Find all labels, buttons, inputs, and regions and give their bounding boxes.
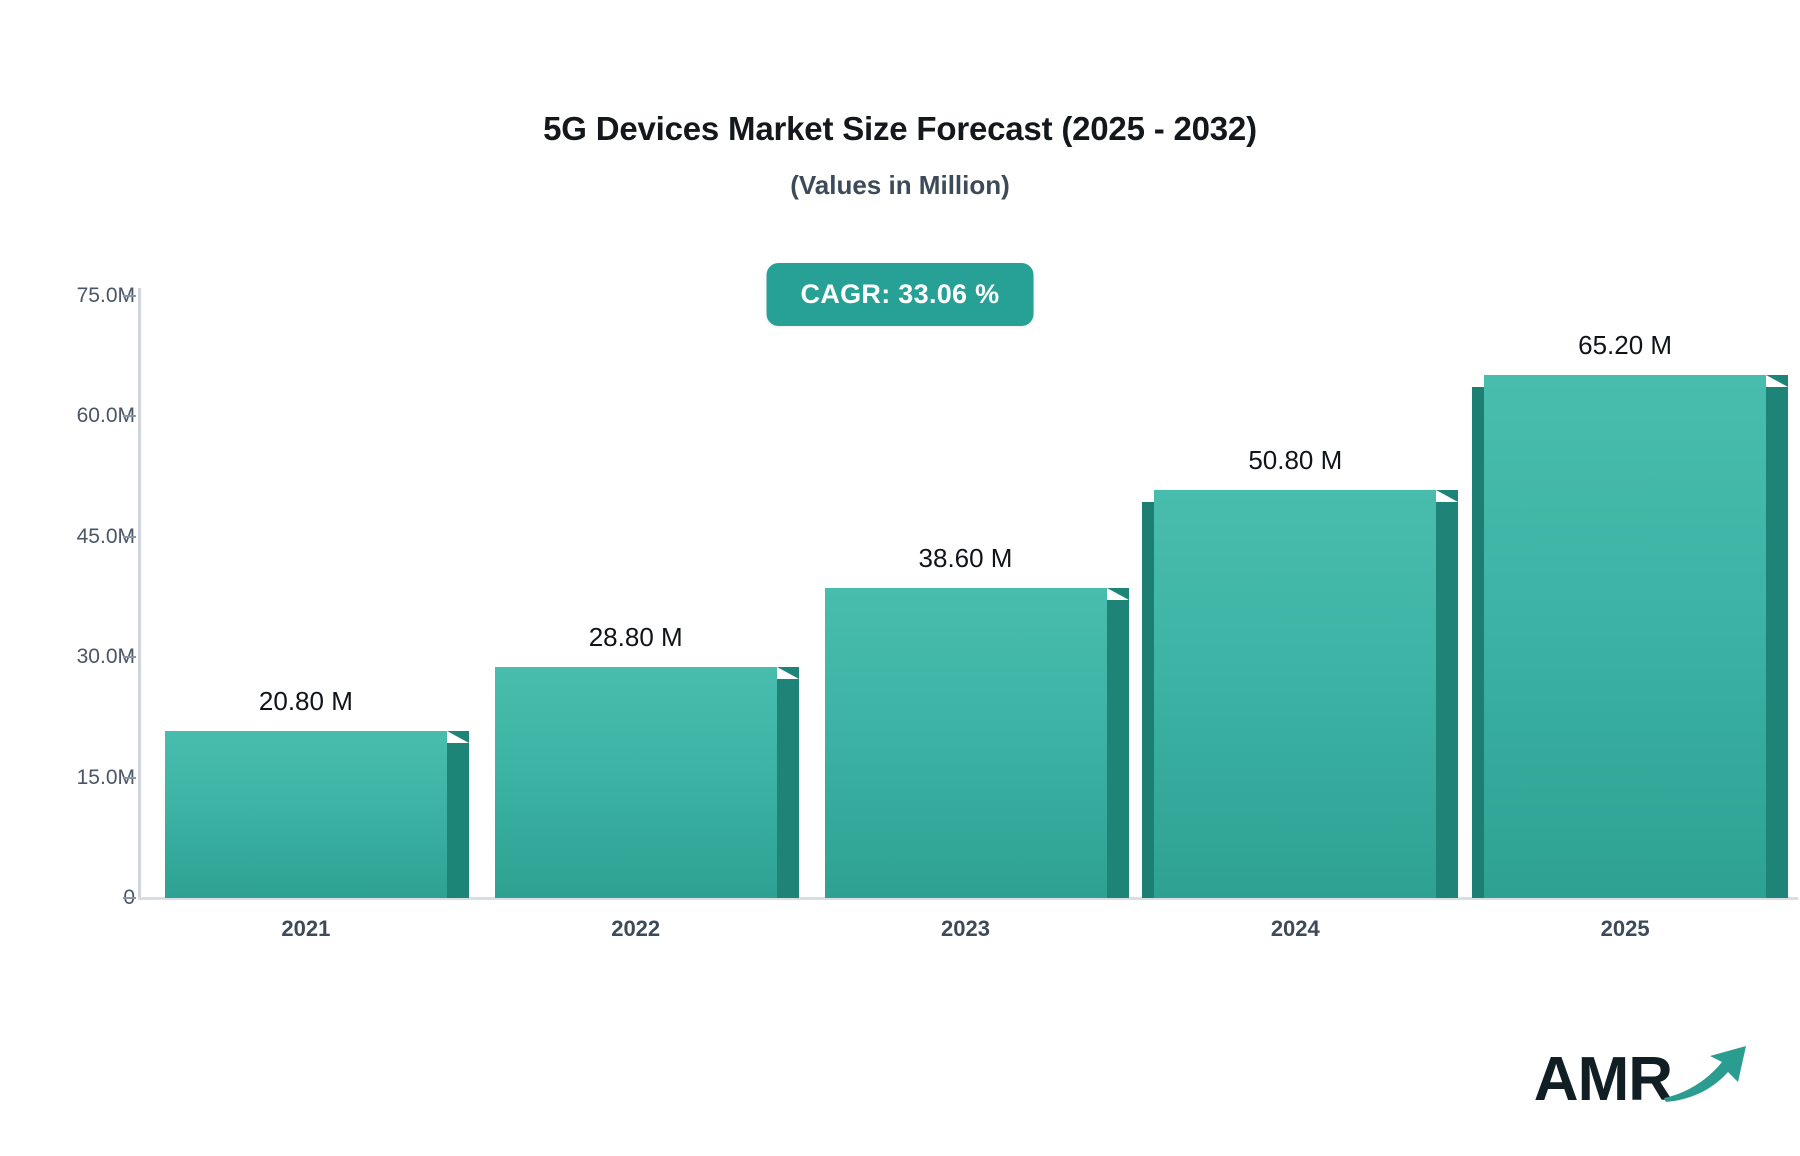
- y-axis-tick-mark: [123, 656, 136, 659]
- bar-top-face: [1106, 588, 1129, 601]
- bar-front-face: [1484, 374, 1767, 898]
- bar-front-face: [824, 588, 1107, 898]
- bar-side-face: [1436, 502, 1459, 898]
- y-axis-tick-mark: [123, 415, 136, 418]
- x-axis-label-2023: 2023: [941, 916, 990, 941]
- bar-top-face: [1436, 490, 1459, 503]
- bar-front-face: [494, 666, 777, 898]
- x-axis-label-2025: 2025: [1600, 916, 1650, 941]
- bar-side-face: [1106, 600, 1129, 898]
- bar-2025[interactable]: 65.20 M: [1472, 330, 1789, 898]
- bar-left-edge: [1472, 386, 1485, 898]
- cagr-badge: CAGR: 33.06 %: [766, 263, 1034, 326]
- amr-logo-text: AMR: [1533, 1045, 1673, 1114]
- bar-side-face: [446, 743, 469, 898]
- y-axis-tick-mark: [123, 776, 136, 779]
- y-axis-tick-label: 0: [123, 886, 135, 909]
- x-axis-label-2021: 2021: [281, 916, 331, 941]
- bar-2022[interactable]: 28.80 M: [494, 622, 799, 898]
- y-axis-line: [138, 288, 141, 900]
- bar-2024[interactable]: 50.80 M: [1142, 445, 1459, 898]
- bar-top-face: [776, 666, 799, 679]
- bar-value-label: 65.20 M: [1578, 329, 1673, 360]
- bar-2021[interactable]: 20.80 M: [164, 686, 469, 898]
- page-title: 5G Devices Market Size Forecast (2025 - …: [543, 110, 1257, 147]
- y-axis-tick-label: 75.0M: [76, 284, 135, 307]
- bar-front-face: [1154, 490, 1437, 898]
- x-axis-line: [138, 897, 1798, 900]
- amr-logo: AMR: [1534, 1042, 1748, 1111]
- chart-subtitle: (Values in Million): [790, 170, 1010, 200]
- bar-top-face: [446, 731, 469, 744]
- bar-2023[interactable]: 38.60 M: [824, 543, 1129, 898]
- bar-value-label: 20.80 M: [258, 686, 353, 717]
- bar-side-face: [1766, 386, 1789, 898]
- y-axis-tick-mark: [123, 535, 136, 538]
- bar-value-label: 50.80 M: [1248, 445, 1343, 476]
- bar-value-label: 38.60 M: [918, 543, 1013, 574]
- x-axis-label-2024: 2024: [1270, 916, 1320, 941]
- y-axis-tick-mark: [123, 295, 136, 297]
- bar-left-edge: [1142, 502, 1155, 898]
- y-axis-tick-label: 15.0M: [76, 765, 135, 789]
- bar-front-face: [164, 731, 447, 898]
- growth-arrow-icon: [1662, 1042, 1748, 1109]
- y-axis-tick-label: 60.0M: [76, 404, 135, 428]
- bar-top-face: [1766, 374, 1789, 387]
- y-axis-tick-label: 45.0M: [76, 524, 135, 548]
- y-axis-tick-mark: [123, 897, 136, 899]
- y-axis-tick-label: 30.0M: [76, 645, 135, 669]
- bar-value-label: 28.80 M: [588, 621, 683, 652]
- bar-side-face: [776, 678, 799, 898]
- x-axis-label-2022: 2022: [611, 916, 661, 941]
